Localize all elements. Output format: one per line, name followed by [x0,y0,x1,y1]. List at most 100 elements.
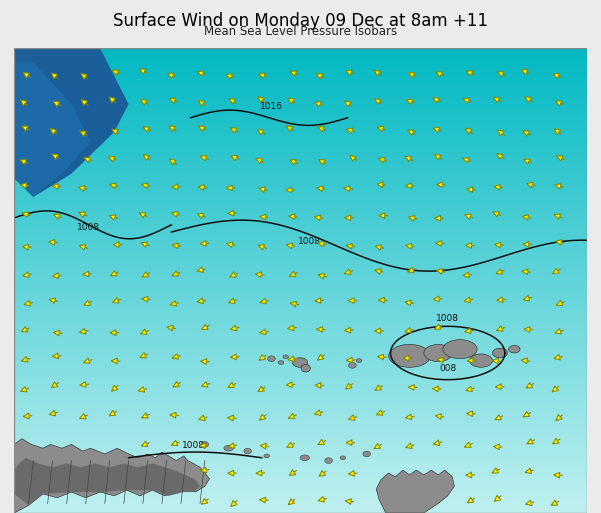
Bar [14,189,587,192]
Bar [14,489,587,492]
Bar [14,428,587,431]
Bar [14,219,587,223]
Bar [14,278,587,281]
Ellipse shape [264,454,269,458]
Ellipse shape [424,344,453,362]
Bar [14,47,587,51]
Bar [14,317,587,320]
Bar [14,266,587,269]
Bar [14,366,587,369]
Ellipse shape [363,451,370,457]
Bar [14,368,587,371]
Bar [14,159,587,162]
Bar [14,287,587,290]
Bar [14,64,587,67]
Bar [14,459,587,462]
Bar [14,124,587,127]
Bar [14,149,587,153]
Bar [14,305,587,308]
Bar [14,152,587,155]
Bar [14,138,587,141]
Bar [14,194,587,197]
Bar [14,293,587,297]
Bar [14,398,587,402]
Bar [14,203,587,206]
Bar [14,417,587,420]
Bar [14,243,587,246]
Bar [14,384,587,387]
Bar [14,461,587,464]
Bar [14,319,587,323]
Bar [14,131,587,134]
Bar [14,214,587,218]
Bar [14,431,587,434]
Bar [14,503,587,506]
Bar [14,140,587,144]
Bar [14,510,587,513]
Bar [14,480,587,483]
Bar [14,308,587,311]
Bar [14,468,587,471]
Bar [14,177,587,181]
Bar [14,261,587,264]
Bar [14,233,587,236]
Bar [14,175,587,179]
Bar [14,184,587,188]
Bar [14,401,587,404]
Bar [14,245,587,248]
Bar [14,447,587,450]
Bar [14,491,587,495]
Bar [14,500,587,504]
Bar [14,231,587,234]
Bar [14,108,587,111]
Bar [14,403,587,406]
Text: 1016: 1016 [260,102,283,111]
Bar [14,419,587,422]
Bar [14,182,587,185]
Bar [14,143,587,146]
Bar [14,164,587,167]
Bar [14,98,587,102]
Bar [14,166,587,169]
Ellipse shape [267,356,275,362]
Bar [14,210,587,213]
Ellipse shape [356,359,362,363]
Bar [14,103,587,106]
Polygon shape [14,458,200,505]
Bar [14,410,587,413]
Bar [14,101,587,104]
Bar [14,282,587,285]
Bar [14,298,587,302]
Ellipse shape [508,345,520,353]
Ellipse shape [443,340,477,359]
Ellipse shape [224,445,233,451]
Bar [14,252,587,255]
Bar [14,228,587,232]
Bar [14,345,587,348]
Bar [14,208,587,211]
Bar [14,310,587,313]
Bar [14,456,587,460]
Bar [14,375,587,378]
Bar [14,389,587,392]
Bar [14,426,587,429]
Bar [14,433,587,437]
Bar [14,451,587,455]
Bar [14,80,587,83]
Bar [14,472,587,476]
Bar [14,336,587,339]
Bar [14,212,587,215]
Bar [14,449,587,452]
Bar [14,436,587,439]
Bar [14,173,587,176]
Bar [14,380,587,383]
Bar [14,68,587,71]
Bar [14,199,587,202]
Bar [14,326,587,329]
Bar [14,442,587,446]
Ellipse shape [244,448,251,454]
Bar [14,249,587,253]
Bar [14,247,587,250]
Bar [14,256,587,260]
Bar [14,87,587,90]
